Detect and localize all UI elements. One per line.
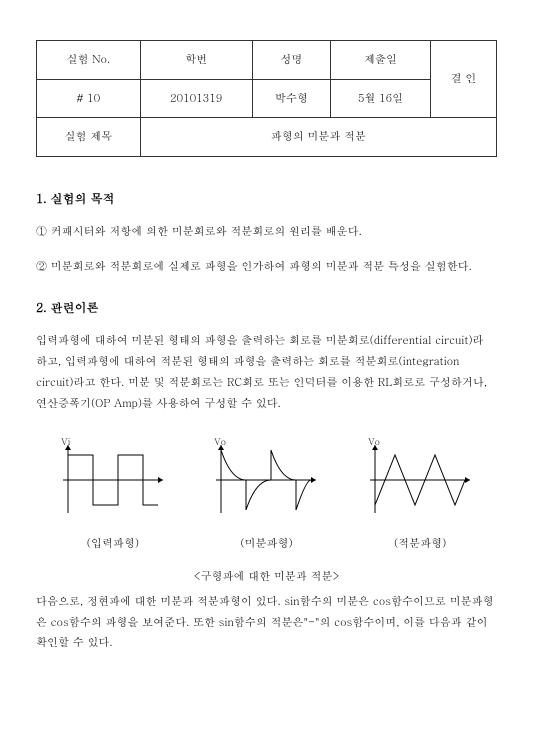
axis-label-vo2: Vo xyxy=(368,435,380,448)
input-waveform-icon: Vi xyxy=(53,435,173,525)
section2-para2: 다음으로, 정현파에 대한 미분과 적분파형이 있다. sin함수의 미분은 c… xyxy=(36,592,497,655)
section2-title: 2. 관련이론 xyxy=(36,298,497,317)
header-exp-no: 실험 No. xyxy=(37,41,141,80)
axis-label-vi: Vi xyxy=(61,435,71,448)
section1-item1: ① 커패시터와 저항에 의한 미분회로와 적분회로의 원리를 배운다. xyxy=(36,222,497,243)
header-sign: 결 인 xyxy=(430,41,496,118)
section1-item2: ② 미분회로와 적분회로에 실제로 파형을 인가하여 파형의 미분과 적분 특성… xyxy=(36,257,497,278)
label-diff-wave: (미분파형) xyxy=(190,535,342,553)
section2-para1: 입력파형에 대하여 미분된 형태의 파형을 출력하는 회로를 미분회로(diff… xyxy=(36,331,497,415)
cell-name: 박수형 xyxy=(252,79,331,118)
int-waveform-icon: Vo xyxy=(360,435,480,525)
diagram-caption: <구형파에 대한 미분과 적분> xyxy=(36,568,497,586)
cell-title-label: 실험 제목 xyxy=(37,118,141,157)
cell-student-id: 20101319 xyxy=(140,79,252,118)
label-input-wave: (입력파형) xyxy=(37,535,189,553)
label-int-wave: (적분파형) xyxy=(344,535,496,553)
diff-waveform-icon: Vo xyxy=(206,435,326,525)
cell-exp-no: # 10 xyxy=(37,79,141,118)
header-student-id: 학번 xyxy=(140,41,252,80)
diagram-labels-row: (입력파형) (미분파형) (적분파형) xyxy=(36,535,497,553)
cell-title-value: 파형의 미분과 적분 xyxy=(140,118,496,157)
header-name: 성명 xyxy=(252,41,331,80)
axis-label-vo1: Vo xyxy=(214,435,226,448)
waveform-diagrams: Vi Vo Vo xyxy=(36,435,497,525)
section1-title: 1. 실험의 목적 xyxy=(36,189,497,208)
cell-submit-date: 5월 16일 xyxy=(331,79,431,118)
header-submit-date: 제출일 xyxy=(331,41,431,80)
experiment-info-table: 실험 No. 학번 성명 제출일 결 인 # 10 20101319 박수형 5… xyxy=(36,40,497,157)
